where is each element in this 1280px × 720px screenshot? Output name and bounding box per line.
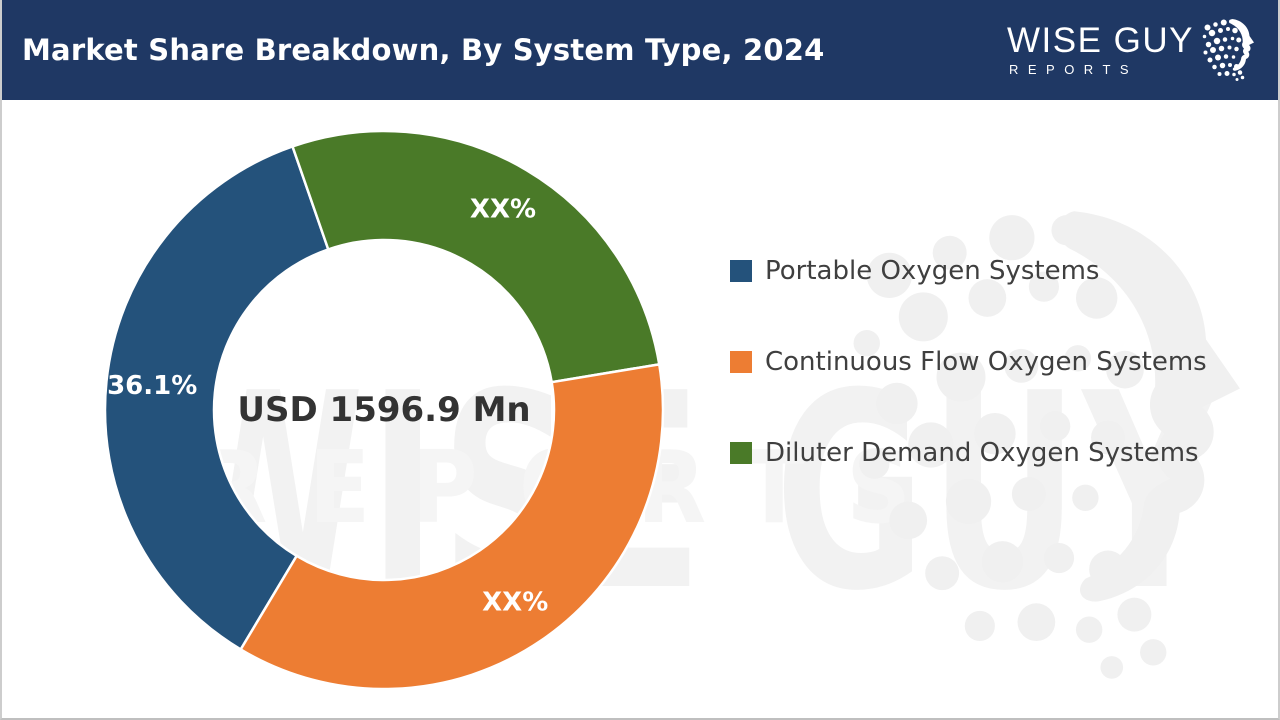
legend-label: Portable Oxygen Systems [765, 256, 1100, 286]
logo-face-icon [1200, 16, 1260, 84]
slice-label: 36.1% [107, 371, 197, 401]
legend-item-diluter-demand-oxygen-systems: Diluter Demand Oxygen Systems [730, 436, 1207, 470]
legend-swatch [730, 260, 752, 282]
legend-item-portable-oxygen-systems: Portable Oxygen Systems [730, 254, 1207, 288]
donut-slice-diluter-demand-oxygen-systems [290, 129, 661, 384]
chart-area: WISE GUY REPORTS 36.1%XX%XX% USD 1596.9 … [2, 100, 1280, 718]
legend-swatch [730, 351, 752, 373]
legend-label: Continuous Flow Oxygen Systems [765, 347, 1207, 377]
wise-guy-logo: WISE GUY REPORTS [1007, 16, 1260, 84]
page-title: Market Share Breakdown, By System Type, … [22, 33, 825, 67]
header: Market Share Breakdown, By System Type, … [2, 0, 1278, 100]
logo-wordmark: WISE GUY [1006, 21, 1194, 60]
donut-svg: 36.1% XX% XX% [103, 129, 665, 691]
logo-subtext: REPORTS [1008, 62, 1139, 77]
donut-chart: 36.1% XX% XX% USD 1596.9 Mn [97, 118, 671, 702]
donut-slice-continuous-flow-oxygen-systems [239, 362, 665, 691]
slice-label: XX% [470, 195, 536, 225]
legend-label: Diluter Demand Oxygen Systems [765, 438, 1199, 468]
logo-text: WISE GUY REPORTS [1007, 23, 1194, 77]
slice-label: XX% [482, 588, 548, 618]
legend-swatch [730, 442, 752, 464]
donut-slice-portable-oxygen-systems [103, 144, 330, 652]
legend: Portable Oxygen Systems Continuous Flow … [730, 254, 1207, 527]
legend-item-continuous-flow-oxygen-systems: Continuous Flow Oxygen Systems [730, 345, 1207, 379]
